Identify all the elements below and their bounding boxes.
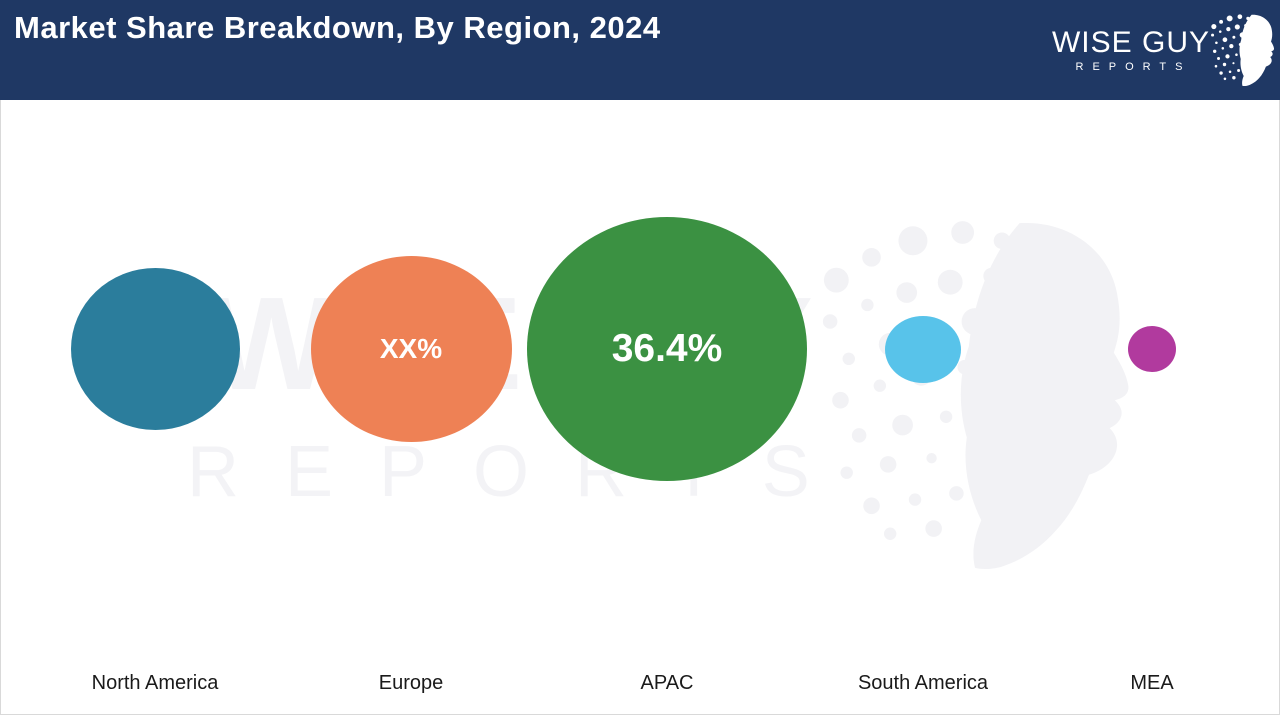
category-label-north-america: North America: [91, 672, 219, 694]
category-label-mea: MEA: [1130, 672, 1174, 694]
category-label-apac: APAC: [640, 672, 694, 694]
logo-wordmark: WISE GUY REPORTS: [1052, 27, 1210, 74]
logo-head-icon: [1210, 8, 1274, 92]
brand-logo: WISE GUY REPORTS: [1052, 4, 1274, 96]
bubble-europe: XX%: [310, 256, 512, 442]
bubble-mea: [1128, 326, 1176, 372]
page-title: Market Share Breakdown, By Region, 2024: [14, 10, 661, 45]
category-label-south-america: South America: [857, 672, 989, 694]
category-label-europe: Europe: [378, 672, 444, 694]
bubble-apac: 36.4%: [527, 217, 807, 481]
watermark-head-icon: [799, 218, 1147, 570]
bubble-chart: WISE GUY REPORTS XX% 36.4% North America…: [0, 100, 1280, 715]
logo-wordmark-sub: REPORTS: [1075, 61, 1192, 74]
bubble-value-label: XX%: [379, 333, 443, 364]
bubble-value-label: 36.4%: [611, 327, 723, 370]
logo-wordmark-main: WISE GUY: [1051, 25, 1210, 59]
bubble-north-america: [70, 268, 240, 430]
header-bar: Market Share Breakdown, By Region, 2024 …: [0, 0, 1280, 100]
bubble-south-america: [885, 315, 961, 383]
